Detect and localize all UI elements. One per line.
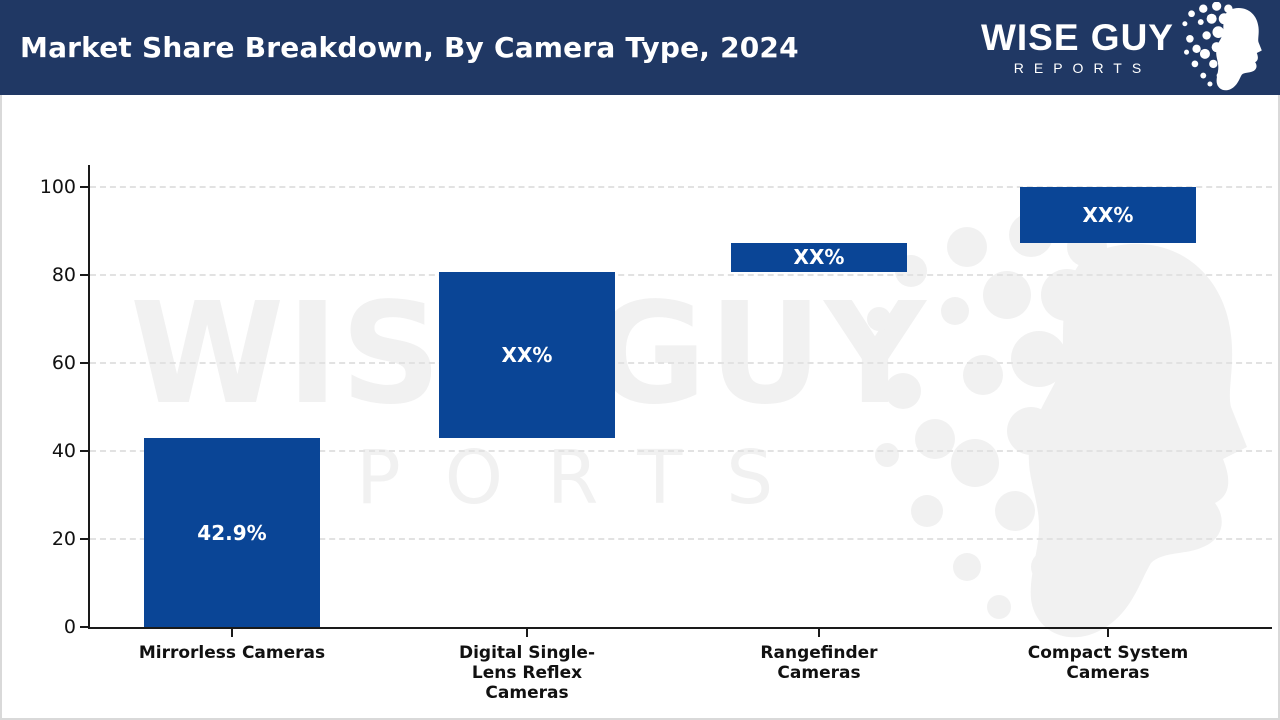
y-tick-label-0: 0 xyxy=(63,616,76,638)
chart-title: Market Share Breakdown, By Camera Type, … xyxy=(20,31,799,64)
bar-value-label-4: XX% xyxy=(1082,202,1134,227)
chart-area: WISE GUY REPORTS 0 20 40 60 80 100 42.9% XX% XX%… xyxy=(0,95,1280,720)
gridline-100 xyxy=(90,186,1272,188)
y-tick-label-80: 80 xyxy=(51,264,76,286)
x-tickmark-4 xyxy=(1107,629,1109,637)
bar-value-label-3: XX% xyxy=(793,245,845,270)
logo-line-wise-guy: WISE GUY xyxy=(980,17,1174,58)
y-tick-label-100: 100 xyxy=(39,176,76,198)
gridline-20 xyxy=(90,538,1272,540)
bar-4: XX% xyxy=(1020,187,1196,243)
x-category-label-3: Rangefinder Cameras xyxy=(760,643,878,683)
x-tickmark-1 xyxy=(231,629,233,637)
header-bar: Market Share Breakdown, By Camera Type, … xyxy=(0,0,1280,95)
x-tickmark-3 xyxy=(818,629,820,637)
bar-3: XX% xyxy=(731,242,907,272)
logo-line-reports: REPORTS xyxy=(1013,60,1152,76)
y-tickmark-40 xyxy=(80,450,89,452)
bar-2: XX% xyxy=(439,271,615,439)
plot: 0 20 40 60 80 100 42.9% XX% XX% XX% Mirrorless Cam… xyxy=(2,95,1278,718)
bar-value-label-1: 42.9% xyxy=(197,520,267,545)
y-tick-label-60: 60 xyxy=(51,352,76,374)
x-category-label-1: Mirrorless Cameras xyxy=(138,643,326,663)
y-tickmark-60 xyxy=(80,362,89,364)
y-tickmark-0 xyxy=(80,626,89,628)
x-tickmark-2 xyxy=(526,629,528,637)
wise-guy-logo: WISE GUY REPORTS xyxy=(981,2,1262,94)
logo-wordmark: WISE GUY REPORTS xyxy=(981,19,1174,76)
y-tickmark-20 xyxy=(80,538,89,540)
y-tickmark-80 xyxy=(80,274,89,276)
y-tick-label-40: 40 xyxy=(51,440,76,462)
y-tickmark-100 xyxy=(80,186,89,188)
bar-1: 42.9% xyxy=(144,438,320,627)
gridline-40 xyxy=(90,450,1272,452)
gridline-60 xyxy=(90,362,1272,364)
x-category-label-2: Digital Single- Lens Reflex Cameras xyxy=(458,643,596,703)
face-logo-icon xyxy=(1178,2,1262,94)
bar-value-label-2: XX% xyxy=(501,343,553,368)
y-tick-label-20: 20 xyxy=(51,528,76,550)
y-axis xyxy=(88,165,90,629)
x-axis xyxy=(88,627,1272,629)
x-category-label-4: Compact System Cameras xyxy=(1027,643,1189,683)
gridline-80 xyxy=(90,274,1272,276)
